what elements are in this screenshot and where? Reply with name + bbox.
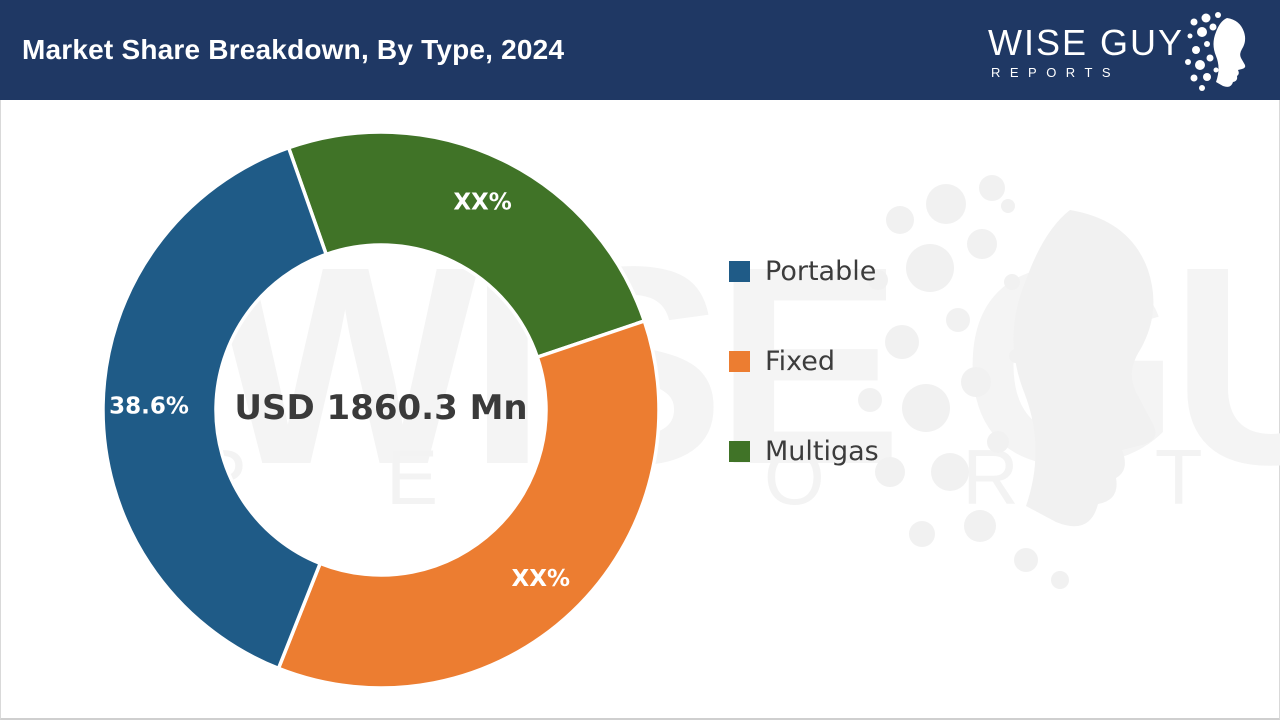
legend-item-multigas: Multigas bbox=[729, 435, 879, 467]
legend-swatch-portable bbox=[729, 260, 750, 282]
legend-swatch-fixed bbox=[729, 350, 750, 372]
page-title: Market Share Breakdown, By Type, 2024 bbox=[22, 34, 565, 65]
wiseguy-logo: WISE GUY REPORTS bbox=[988, 10, 1254, 94]
legend-label-portable: Portable bbox=[765, 255, 877, 287]
legend-label-fixed: Fixed bbox=[765, 345, 835, 377]
watermark-face-dots bbox=[858, 175, 1156, 589]
chart-legend: Portable Fixed Multigas bbox=[729, 255, 879, 525]
segment-value-label-multigas: XX% bbox=[453, 189, 512, 215]
wiseguy-face-icon bbox=[1185, 12, 1246, 91]
header-bar: Market Share Breakdown, By Type, 2024 WI… bbox=[0, 0, 1280, 100]
legend-item-fixed: Fixed bbox=[729, 345, 879, 377]
legend-label-multigas: Multigas bbox=[765, 435, 879, 467]
legend-swatch-multigas bbox=[729, 440, 750, 462]
logo-subtitle: REPORTS bbox=[990, 65, 1121, 80]
donut-segment-fixed bbox=[276, 319, 661, 690]
segment-value-label-fixed: XX% bbox=[512, 566, 571, 592]
donut-segment-multigas bbox=[286, 130, 647, 359]
segment-value-label-portable: 38.6% bbox=[109, 394, 189, 420]
logo-wordmark: WISE GUY bbox=[987, 22, 1184, 63]
donut-center-value: USD 1860.3 Mn bbox=[234, 388, 528, 428]
donut-segment-portable bbox=[101, 146, 328, 671]
wiseguy-logo-text: WISE GUY REPORTS bbox=[987, 22, 1184, 80]
legend-item-portable: Portable bbox=[729, 255, 879, 287]
